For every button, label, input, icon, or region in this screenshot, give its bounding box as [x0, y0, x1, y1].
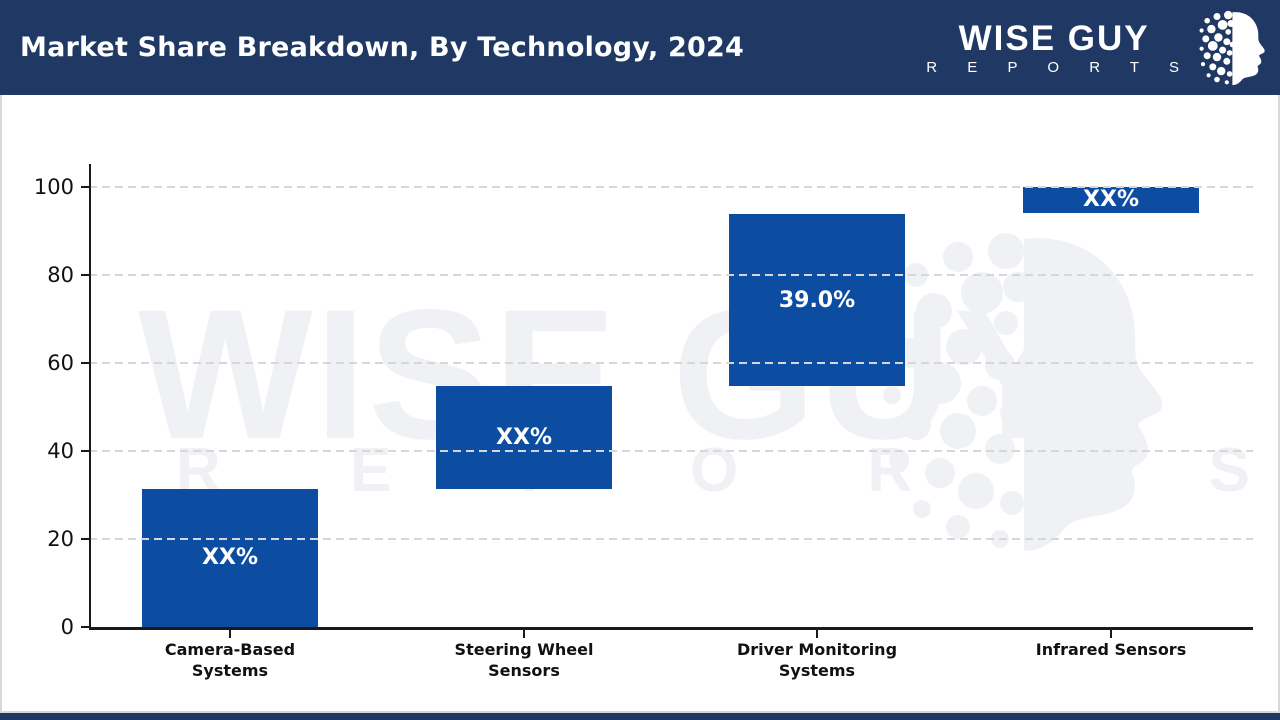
x-tick-mark — [523, 630, 525, 638]
x-category-label: Camera-Based Systems — [164, 640, 296, 680]
brand-logo: WISE GUY R E P O R T S — [916, 9, 1266, 87]
y-tick-label: 80 — [47, 263, 74, 287]
bar-value-label: XX% — [202, 545, 258, 571]
x-category-label: Infrared Sensors — [1035, 640, 1187, 659]
x-tick-mark — [229, 630, 231, 638]
brand-subname: R E P O R T S — [926, 58, 1192, 76]
y-tick-label: 60 — [47, 351, 74, 375]
bar-value-label: XX% — [496, 424, 552, 450]
x-tick-mark — [816, 630, 818, 638]
y-tick-mark — [81, 450, 89, 452]
header-bar: Market Share Breakdown, By Technology, 2… — [0, 0, 1280, 95]
y-tick-label: 100 — [33, 175, 74, 199]
brand-head-icon — [1199, 10, 1265, 85]
bar: XX% — [1023, 187, 1199, 213]
y-tick-mark — [81, 362, 89, 364]
x-axis-line — [89, 627, 1253, 630]
x-category-label: Steering Wheel Sensors — [454, 640, 594, 680]
bar: XX% — [142, 488, 318, 627]
x-tick-mark — [1110, 630, 1112, 638]
y-tick-mark — [81, 626, 89, 628]
gridline — [89, 538, 1253, 540]
bar-value-label: 39.0% — [778, 287, 856, 313]
gridline — [89, 450, 1253, 452]
y-tick-label: 0 — [60, 615, 74, 639]
y-axis-line — [89, 164, 91, 630]
y-tick-mark — [81, 186, 89, 188]
y-tick-label: 40 — [47, 439, 74, 463]
gridline — [89, 186, 1253, 188]
chart-title: Market Share Breakdown, By Technology, 2… — [20, 32, 745, 63]
bar: 39.0% — [729, 214, 905, 386]
brand-name: WISE GUY — [958, 18, 1150, 58]
bar-value-label: XX% — [1083, 187, 1139, 213]
footer-bar — [0, 713, 1280, 720]
y-tick-mark — [81, 274, 89, 276]
y-tick-mark — [81, 538, 89, 540]
gridline — [89, 274, 1253, 276]
x-category-label: Driver Monitoring Systems — [736, 640, 898, 680]
bar: XX% — [436, 385, 612, 489]
y-tick-label: 20 — [47, 527, 74, 551]
gridline — [89, 362, 1253, 364]
